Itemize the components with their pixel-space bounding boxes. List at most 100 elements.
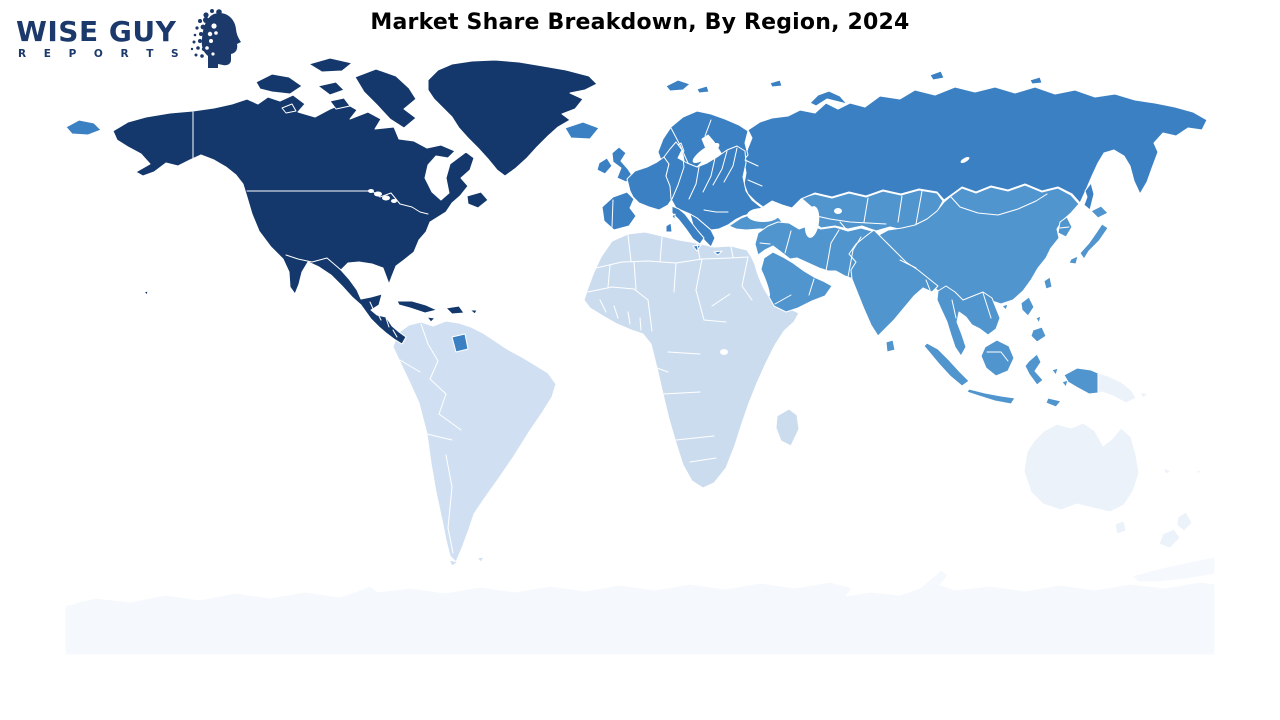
region-antarctica <box>64 556 1216 656</box>
brand-name: WISE GUY <box>16 15 177 48</box>
country-italy <box>671 205 705 245</box>
land-greenland <box>427 59 598 177</box>
island-hawaii <box>143 290 149 296</box>
island-jamaica <box>426 316 436 323</box>
region-south-america <box>392 320 557 567</box>
island-ellesmere <box>308 57 353 73</box>
border-line <box>285 254 342 271</box>
border-line <box>399 323 462 554</box>
border-line <box>950 193 1048 216</box>
land-russia <box>743 86 1208 209</box>
brand-head-icon <box>190 9 241 68</box>
island-borneo <box>980 339 1015 377</box>
great-lake-3 <box>382 195 390 201</box>
island-hainan <box>1001 303 1009 311</box>
island-puerto-rico <box>469 309 478 315</box>
border-line <box>671 147 738 213</box>
land-antarctica <box>64 569 1216 656</box>
land-north-america-mainland <box>112 94 475 345</box>
chart-title: Market Share Breakdown, By Region, 2024 <box>370 10 910 35</box>
island-new-guinea-west <box>1063 367 1099 395</box>
region-north-america <box>112 57 598 345</box>
island-mindanao <box>1030 326 1047 343</box>
border-line <box>951 292 992 319</box>
island-taiwan <box>1043 276 1053 290</box>
inland-seas <box>368 142 970 355</box>
island-nz-south <box>1158 528 1181 549</box>
persian-gulf <box>797 263 815 273</box>
border-line <box>1059 226 1070 229</box>
lake-victoria <box>720 349 728 355</box>
border-line <box>744 159 763 187</box>
island-svalbard-1 <box>665 79 691 92</box>
island-sardinia <box>665 222 673 233</box>
island-falklands <box>476 556 485 563</box>
island-hokkaido <box>1090 205 1109 219</box>
land-chukotka-west-edge <box>65 119 102 136</box>
island-madagascar <box>775 408 800 447</box>
island-fiji <box>1195 469 1202 475</box>
region-africa <box>583 231 800 489</box>
island-new-britain <box>1139 391 1149 399</box>
island-arctic-3 <box>281 103 297 114</box>
island-new-siberian <box>1029 76 1043 85</box>
border-line <box>587 261 653 332</box>
territory-french-guiana <box>451 333 469 353</box>
baltic-sea <box>692 142 720 164</box>
island-sulawesi <box>1024 353 1044 386</box>
border-line <box>627 234 734 263</box>
border-line <box>759 229 862 278</box>
island-hispaniola <box>445 305 465 315</box>
brand-logo: WISE GUY R E P O R T S <box>16 8 244 70</box>
aral-sea <box>834 208 842 214</box>
land-antarctica-east <box>1131 556 1216 583</box>
border-line <box>670 119 712 164</box>
brand-subtitle: R E P O R T S <box>18 48 186 60</box>
island-luzon <box>1020 296 1035 317</box>
island-sakhalin <box>1083 182 1095 211</box>
border-line <box>599 299 642 331</box>
red-sea <box>754 259 770 297</box>
border-line <box>611 199 614 228</box>
island-honshu <box>1079 223 1109 260</box>
island-arctic-1 <box>317 81 345 96</box>
island-franz-josef <box>769 79 783 88</box>
border-line <box>673 256 753 321</box>
brand-logo-text: WISE GUY R E P O R T S <box>16 15 186 61</box>
land-africa <box>583 231 800 489</box>
country-france <box>626 156 675 211</box>
border-line <box>774 278 815 305</box>
island-newfoundland <box>466 191 489 209</box>
island-crete <box>713 250 723 256</box>
island-timor <box>1045 397 1062 408</box>
island-sumatra <box>923 342 970 387</box>
island-arctic-2 <box>329 97 351 110</box>
black-sea <box>747 208 779 222</box>
island-tasmania <box>1114 520 1127 535</box>
region-oceania <box>1023 372 1202 549</box>
country-ireland <box>596 157 613 175</box>
island-kyushu <box>1068 255 1079 265</box>
island-cuba <box>396 300 438 314</box>
land-iberia <box>601 191 637 231</box>
country-borders <box>192 111 1070 554</box>
island-new-guinea-east <box>1097 372 1137 404</box>
island-moluccas-2 <box>1061 379 1069 388</box>
island-novaya-zemlya <box>809 90 848 107</box>
border-line <box>811 190 923 230</box>
lake-baikal <box>960 156 970 164</box>
country-india <box>848 229 939 337</box>
land-south-america <box>392 320 557 563</box>
great-lake-2 <box>374 191 382 197</box>
border-line <box>369 301 398 338</box>
border-line <box>246 190 429 215</box>
island-svalbard-2 <box>696 85 710 94</box>
island-tierra-del-fuego <box>448 559 459 567</box>
region-europe <box>65 70 1208 353</box>
island-severnaya-zemlya <box>929 70 945 81</box>
land-australia <box>1023 422 1140 513</box>
region-asia <box>728 184 1109 408</box>
caspian-sea <box>804 206 820 238</box>
